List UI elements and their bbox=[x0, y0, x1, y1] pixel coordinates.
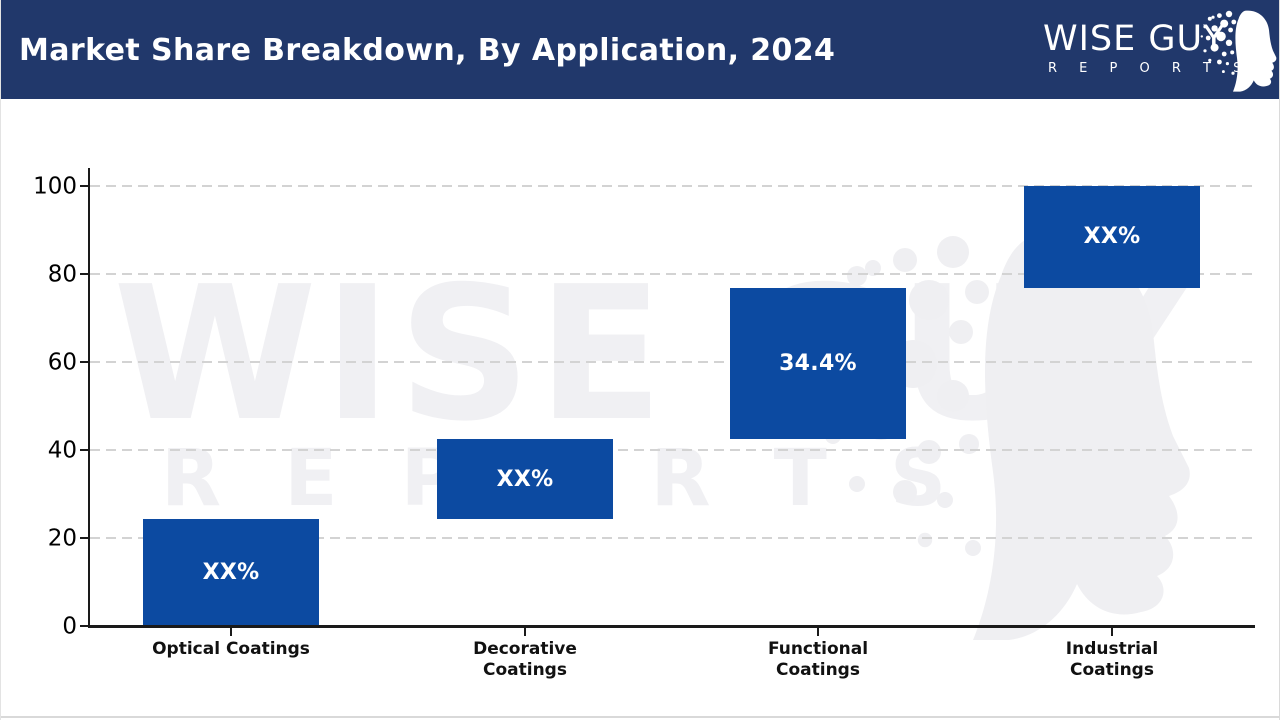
y-tick-20 bbox=[80, 537, 89, 539]
y-tick-100 bbox=[80, 185, 89, 187]
category-label-industrial-coatings: Industrial Coatings bbox=[992, 639, 1232, 682]
logo-head-icon bbox=[1200, 10, 1277, 92]
bar-optical-coatings: XX% bbox=[143, 519, 319, 626]
category-label-line: Coatings bbox=[483, 660, 567, 681]
wiseguy-logo: WISE GUY R E P O R T S bbox=[1043, 19, 1251, 77]
y-tick-label-0: 0 bbox=[62, 613, 77, 640]
x-tick-optical-coatings bbox=[230, 627, 232, 636]
category-label-decorative-coatings: Decorative Coatings bbox=[405, 639, 645, 682]
x-tick-decorative-coatings bbox=[524, 627, 526, 636]
y-tick-label-40: 40 bbox=[47, 437, 77, 464]
gridline-60 bbox=[90, 361, 1254, 363]
x-tick-industrial-coatings bbox=[1111, 627, 1113, 636]
category-label-line: Industrial bbox=[1065, 639, 1159, 659]
category-label-line: Functional bbox=[767, 639, 869, 659]
chart-header: Market Share Breakdown, By Application, … bbox=[1, 0, 1279, 99]
y-tick-label-100: 100 bbox=[33, 173, 77, 200]
x-axis-line bbox=[88, 625, 1255, 628]
gridline-40 bbox=[90, 449, 1254, 451]
bar-value-label: 34.4% bbox=[779, 350, 857, 376]
y-tick-60 bbox=[80, 361, 89, 363]
y-tick-label-20: 20 bbox=[47, 525, 77, 552]
gridline-20 bbox=[90, 537, 1254, 539]
y-tick-0 bbox=[80, 625, 89, 627]
logo-wordmark: WISE GUY bbox=[1043, 19, 1226, 59]
page-title: Market Share Breakdown, By Application, … bbox=[19, 33, 836, 68]
category-label-line: Optical Coatings bbox=[152, 639, 310, 659]
bar-value-label: XX% bbox=[1083, 224, 1141, 250]
category-label-line: Decorative bbox=[473, 639, 577, 659]
y-tick-label-60: 60 bbox=[47, 349, 77, 376]
logo-subtext: R E P O R T S bbox=[1048, 61, 1251, 76]
category-label-line: Coatings bbox=[776, 660, 860, 681]
y-axis-line bbox=[88, 168, 90, 628]
category-label-functional-coatings: Functional Coatings bbox=[698, 639, 938, 682]
category-label-optical-coatings: Optical Coatings bbox=[111, 639, 351, 660]
bar-value-label: XX% bbox=[202, 560, 260, 586]
bar-decorative-coatings: XX% bbox=[437, 439, 613, 520]
gridline-100 bbox=[90, 185, 1254, 187]
gridline-80 bbox=[90, 273, 1254, 275]
y-tick-label-80: 80 bbox=[47, 261, 77, 288]
y-tick-40 bbox=[80, 449, 89, 451]
y-tick-80 bbox=[80, 273, 89, 275]
bar-functional-coatings: 34.4% bbox=[730, 287, 906, 439]
bar-industrial-coatings: XX% bbox=[1024, 186, 1200, 288]
bar-value-label: XX% bbox=[496, 466, 554, 492]
category-label-line: Coatings bbox=[1070, 660, 1154, 681]
x-tick-functional-coatings bbox=[817, 627, 819, 636]
